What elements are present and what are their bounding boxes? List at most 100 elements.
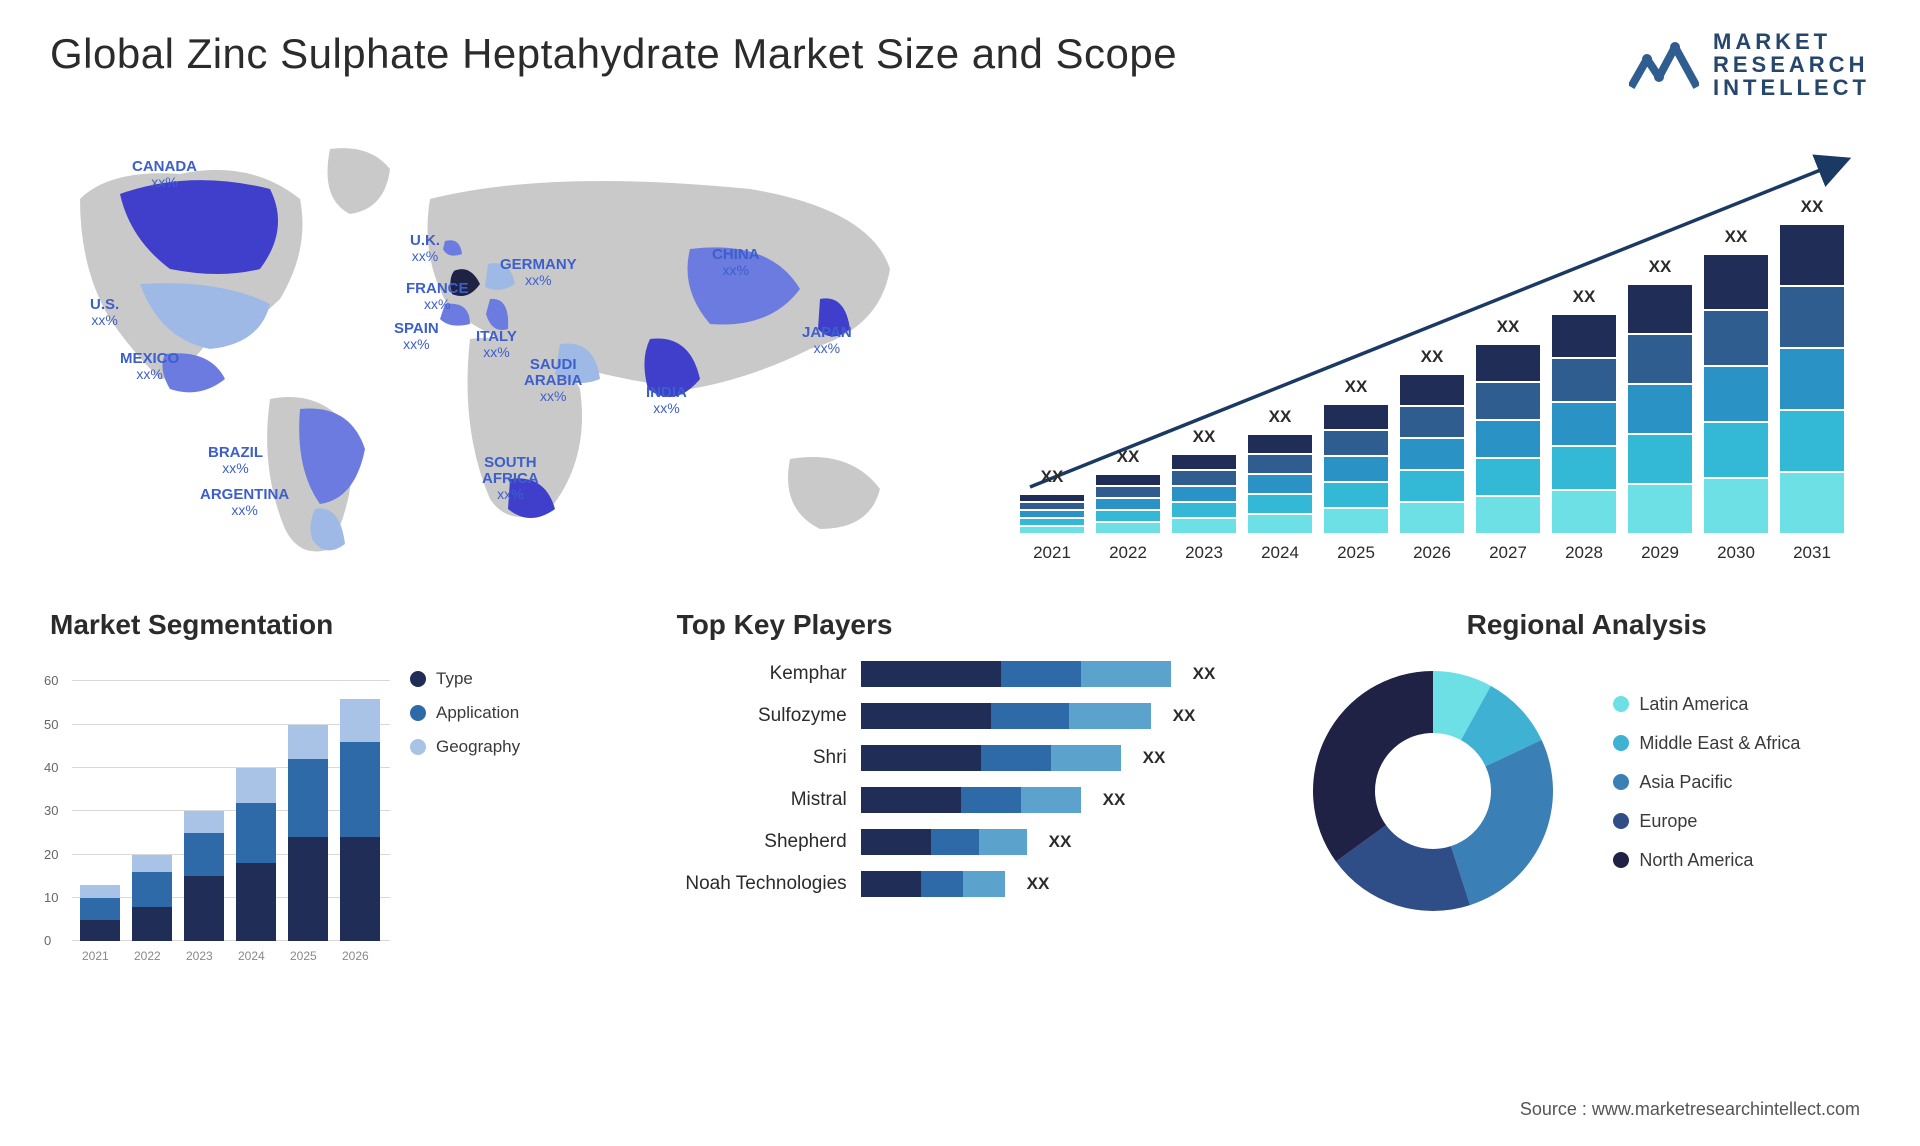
seg-bar: [236, 768, 276, 941]
segmentation-legend: Type Application Geography: [410, 669, 520, 771]
bar-year-label: 2024: [1248, 543, 1312, 563]
regional-legend: Latin America Middle East & Africa Asia Pa…: [1613, 694, 1800, 889]
map-svg: [50, 129, 930, 569]
player-bar: [861, 703, 1151, 729]
player-row: Sulfozyme XX: [677, 703, 1244, 729]
growth-bar: [1704, 253, 1768, 533]
player-name: Kemphar: [677, 663, 847, 685]
seg-y-label: 10: [44, 890, 58, 905]
source-text: Source : www.marketresearchintellect.com: [1520, 1099, 1860, 1120]
growth-bar: [1628, 283, 1692, 533]
bar-value-label: XX: [1400, 347, 1464, 367]
growth-bar: [1400, 373, 1464, 533]
player-name: Noah Technologies: [677, 873, 847, 895]
player-name: Sulfozyme: [677, 705, 847, 727]
bar-value-label: XX: [1172, 427, 1236, 447]
legend-item: Type: [410, 669, 520, 689]
player-value: XX: [1193, 664, 1216, 684]
seg-bar: [340, 699, 380, 942]
page-title: Global Zinc Sulphate Heptahydrate Market…: [50, 30, 1177, 78]
logo-line2: RESEARCH: [1713, 53, 1870, 76]
logo-line3: INTELLECT: [1713, 76, 1870, 99]
legend-item: North America: [1613, 850, 1800, 871]
seg-bar: [80, 885, 120, 941]
player-bar: [861, 661, 1171, 687]
bar-year-label: 2022: [1096, 543, 1160, 563]
bar-year-label: 2030: [1704, 543, 1768, 563]
bar-value-label: XX: [1780, 197, 1844, 217]
player-row: Mistral XX: [677, 787, 1244, 813]
bar-value-label: XX: [1324, 377, 1388, 397]
player-value: XX: [1103, 790, 1126, 810]
seg-bar: [288, 725, 328, 942]
player-bar: [861, 829, 1027, 855]
player-value: XX: [1173, 706, 1196, 726]
growth-bar: [1020, 493, 1084, 533]
bar-year-label: 2025: [1324, 543, 1388, 563]
player-bar: [861, 787, 1081, 813]
donut-slice: [1313, 671, 1433, 862]
seg-y-label: 60: [44, 673, 58, 688]
regional-title: Regional Analysis: [1303, 609, 1870, 641]
donut-slice: [1451, 740, 1553, 905]
seg-bar: [184, 811, 224, 941]
bar-value-label: XX: [1628, 257, 1692, 277]
growth-bar: [1096, 473, 1160, 533]
segmentation-title: Market Segmentation: [50, 609, 617, 641]
seg-x-label: 2026: [342, 949, 369, 963]
player-value: XX: [1143, 748, 1166, 768]
bar-year-label: 2028: [1552, 543, 1616, 563]
player-row: Shri XX: [677, 745, 1244, 771]
bar-year-label: 2029: [1628, 543, 1692, 563]
logo-line1: MARKET: [1713, 30, 1870, 53]
player-row: Shepherd XX: [677, 829, 1244, 855]
bar-year-label: 2027: [1476, 543, 1540, 563]
bar-year-label: 2031: [1780, 543, 1844, 563]
logo: MARKET RESEARCH INTELLECT: [1629, 30, 1870, 99]
player-name: Shri: [677, 747, 847, 769]
growth-bar: [1780, 223, 1844, 533]
legend-item: Middle East & Africa: [1613, 733, 1800, 754]
players-title: Top Key Players: [677, 609, 1244, 641]
player-value: XX: [1027, 874, 1050, 894]
player-row: Noah Technologies XX: [677, 871, 1244, 897]
growth-bar: [1476, 343, 1540, 533]
seg-y-label: 0: [44, 933, 51, 948]
seg-x-label: 2024: [238, 949, 265, 963]
growth-bar: [1324, 403, 1388, 533]
bar-year-label: 2023: [1172, 543, 1236, 563]
seg-y-label: 50: [44, 717, 58, 732]
seg-y-label: 30: [44, 803, 58, 818]
world-map: CANADAxx%U.S.xx%MEXICOxx%BRAZILxx%ARGENT…: [50, 129, 930, 569]
seg-x-label: 2021: [82, 949, 109, 963]
seg-y-label: 40: [44, 760, 58, 775]
bar-value-label: XX: [1704, 227, 1768, 247]
legend-item: Application: [410, 703, 520, 723]
seg-x-label: 2023: [186, 949, 213, 963]
player-name: Mistral: [677, 789, 847, 811]
bar-value-label: XX: [1096, 447, 1160, 467]
seg-x-label: 2022: [134, 949, 161, 963]
legend-item: Europe: [1613, 811, 1800, 832]
growth-bar-chart: XX 2021 XX 2022 XX 2023 XX 2024 XX 2025 XX 2026 XX 20…: [1010, 129, 1870, 569]
bar-year-label: 2026: [1400, 543, 1464, 563]
player-bar: [861, 745, 1121, 771]
player-name: Shepherd: [677, 831, 847, 853]
regional-donut: [1303, 661, 1563, 921]
player-bar: [861, 871, 1005, 897]
growth-bar: [1248, 433, 1312, 533]
seg-bar: [132, 855, 172, 942]
player-row: Kemphar XX: [677, 661, 1244, 687]
growth-bar: [1552, 313, 1616, 533]
growth-bar: [1172, 453, 1236, 533]
legend-item: Asia Pacific: [1613, 772, 1800, 793]
logo-icon: [1629, 37, 1699, 93]
seg-y-label: 20: [44, 847, 58, 862]
legend-item: Latin America: [1613, 694, 1800, 715]
bar-value-label: XX: [1020, 467, 1084, 487]
bar-value-label: XX: [1476, 317, 1540, 337]
bar-year-label: 2021: [1020, 543, 1084, 563]
players-chart: KempharXXSulfozymeXXShriXXMistralXXSheph…: [677, 661, 1244, 897]
legend-item: Geography: [410, 737, 520, 757]
player-value: XX: [1049, 832, 1072, 852]
